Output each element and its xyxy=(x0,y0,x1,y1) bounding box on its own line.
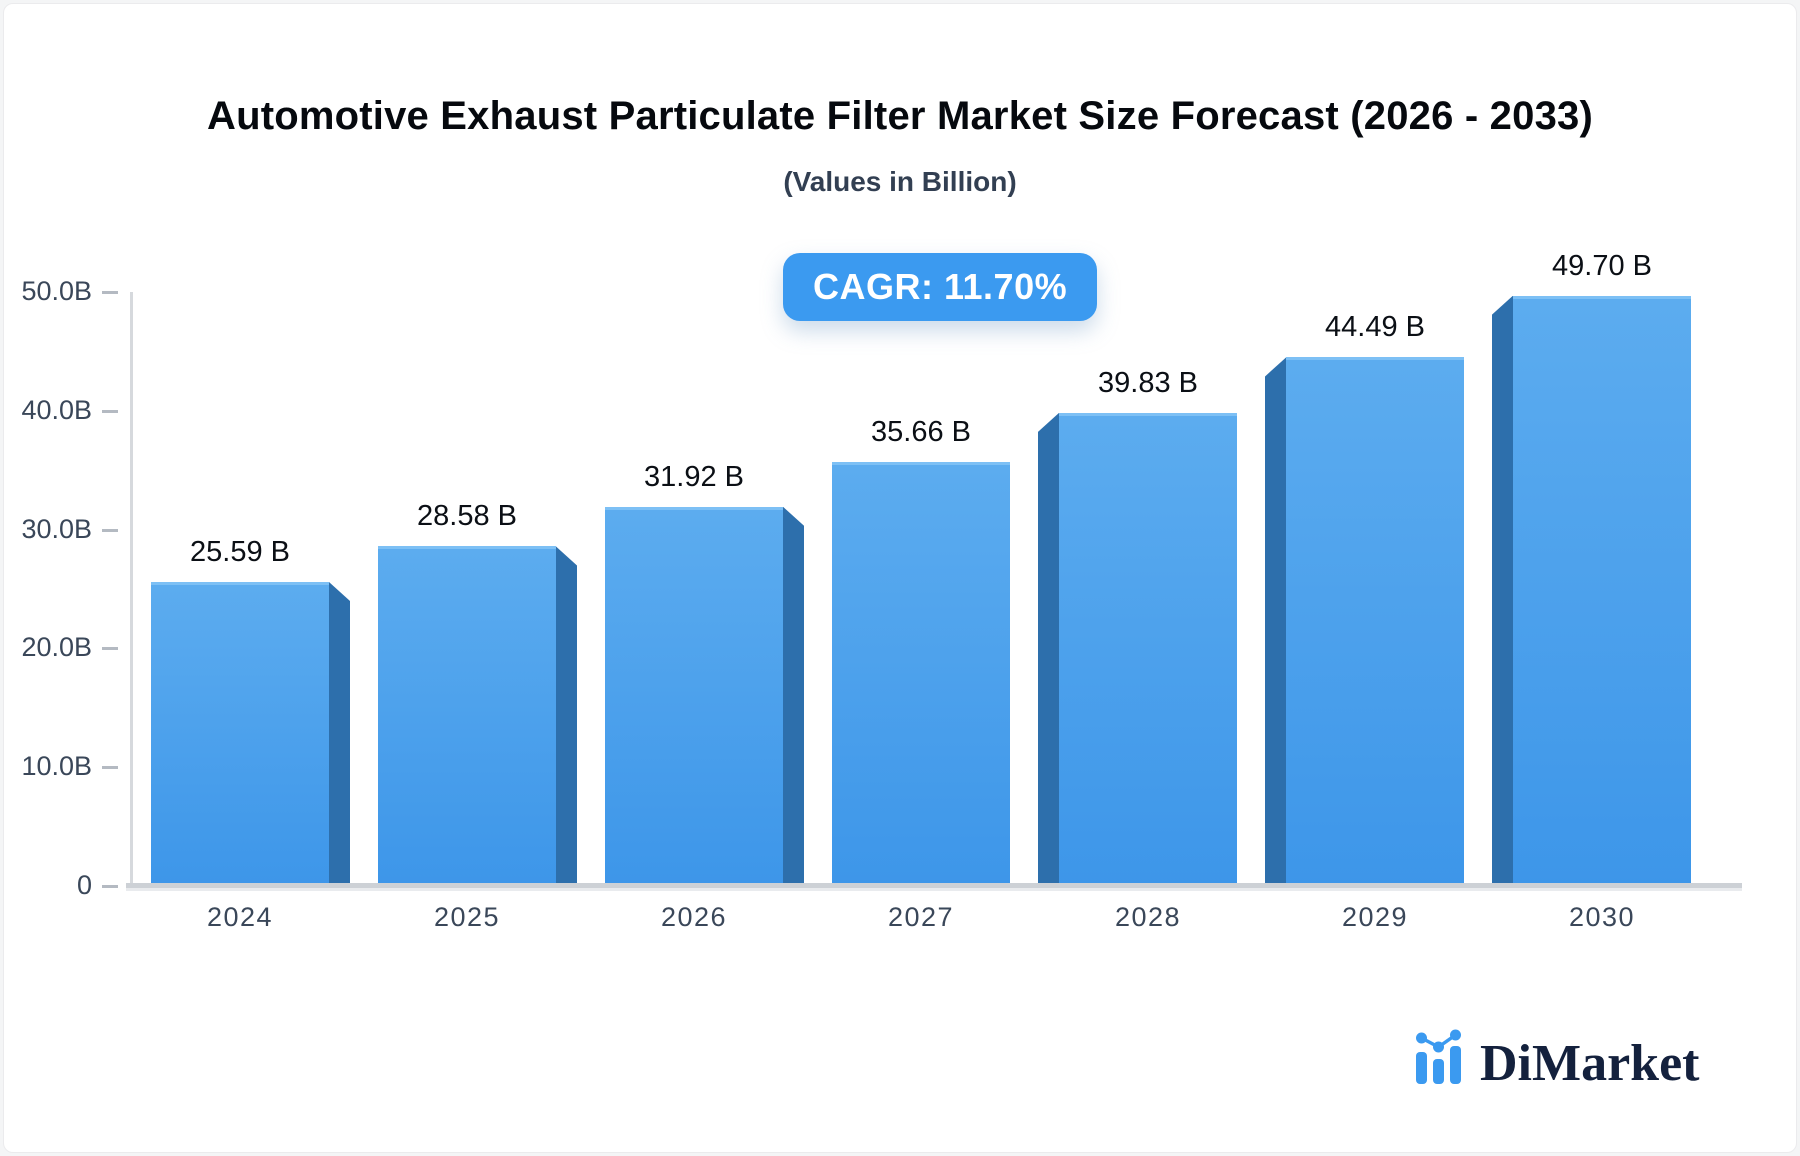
x-axis-category-label: 2027 xyxy=(887,902,955,932)
y-axis-tick-label: 50.0B xyxy=(21,276,92,306)
y-axis-tick xyxy=(102,766,118,770)
bar-side-3d xyxy=(1265,357,1286,886)
x-axis-category-label: 2028 xyxy=(1114,902,1182,932)
bar-side-3d xyxy=(1492,295,1513,886)
chart-subtitle: (Values in Billion) xyxy=(783,166,1017,197)
bar-value-label: 25.59 B xyxy=(190,535,290,568)
bar-value-label: 31.92 B xyxy=(644,460,744,493)
x-axis-category-label: 2025 xyxy=(433,902,501,932)
y-axis-tick xyxy=(102,647,118,651)
bar xyxy=(1286,357,1464,886)
x-axis-category-label: 2024 xyxy=(206,902,274,932)
y-axis-tick-label: 10.0B xyxy=(21,751,92,782)
bar xyxy=(605,506,783,886)
bar-value-label: 35.66 B xyxy=(871,416,971,449)
y-axis-tick xyxy=(102,528,118,532)
x-axis-line-shadow xyxy=(126,888,1742,891)
chart-title: Automotive Exhaust Particulate Filter Ma… xyxy=(206,94,1593,138)
bar-side-3d xyxy=(329,581,350,886)
bar xyxy=(151,581,329,886)
x-axis-category-label: 2029 xyxy=(1341,902,1409,932)
brand-logo: DiMarket xyxy=(1412,1026,1700,1093)
y-axis-line xyxy=(130,292,133,886)
bar-side-3d xyxy=(1038,412,1059,886)
bar xyxy=(1059,412,1237,886)
brand-name: DiMarket xyxy=(1480,1035,1700,1093)
bar xyxy=(832,462,1010,886)
cagr-badge: CAGR: 11.70% xyxy=(783,253,1098,321)
x-axis-line xyxy=(126,883,1742,888)
bar-value-label: 39.83 B xyxy=(1098,366,1198,399)
y-axis-tick-label: 0 xyxy=(76,870,92,900)
x-axis-category-label: 2026 xyxy=(660,902,728,932)
y-axis-tick-label: 30.0B xyxy=(21,513,92,544)
bar-value-label: 28.58 B xyxy=(417,500,517,533)
bar-side-3d xyxy=(783,506,804,886)
bar-side-3d xyxy=(556,546,577,886)
bar xyxy=(1513,295,1691,886)
y-axis-tick xyxy=(102,409,118,413)
y-axis-tick xyxy=(102,885,118,888)
bar xyxy=(378,546,556,886)
y-axis-tick xyxy=(102,291,118,294)
x-axis-category-label: 2030 xyxy=(1568,902,1636,932)
y-axis-tick-label: 40.0B xyxy=(21,394,92,425)
bar-line-chart-icon xyxy=(1416,1029,1461,1084)
bar-value-label: 44.49 B xyxy=(1325,311,1425,344)
bar-value-label: 49.70 B xyxy=(1552,249,1652,282)
y-axis-tick-label: 20.0B xyxy=(21,632,92,663)
